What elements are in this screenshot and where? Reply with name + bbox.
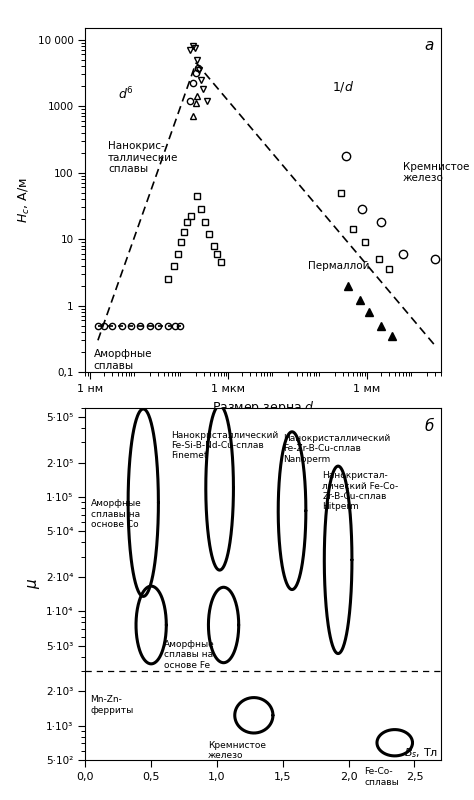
- Text: Mn-Zn-
ферриты: Mn-Zn- ферриты: [91, 695, 134, 714]
- Text: Нанокристал-
лический Fe-Co-
Zr-B-Cu-сплав
Hitperm: Нанокристал- лический Fe-Co- Zr-B-Cu-спл…: [322, 471, 399, 511]
- Text: Кремнистое
железо: Кремнистое железо: [208, 741, 266, 761]
- Text: Fe-Co-
сплавы: Fe-Co- сплавы: [365, 767, 399, 786]
- Text: Пермаллой: Пермаллой: [308, 261, 370, 270]
- Text: Нанокристаллический
Fe-Zr-B-Cu-сплав
Nanoperm: Нанокристаллический Fe-Zr-B-Cu-сплав Nan…: [283, 434, 390, 464]
- Text: Нанокрис-
таллические
сплавы: Нанокрис- таллические сплавы: [108, 141, 179, 174]
- Y-axis label: μ: μ: [26, 579, 41, 589]
- Text: 1/$d$: 1/$d$: [332, 78, 354, 94]
- X-axis label: Размер зерна $d$: Размер зерна $d$: [211, 399, 315, 416]
- Text: Нанокристаллический
Fe-Si-B-Nd-Cu-сплав
Finemet: Нанокристаллический Fe-Si-B-Nd-Cu-сплав …: [171, 430, 278, 461]
- Text: Аморфные
сплавы на
основе Co: Аморфные сплавы на основе Co: [91, 499, 141, 529]
- Text: Аморфные
сплавы: Аморфные сплавы: [93, 350, 152, 371]
- Text: Аморфные
сплавы на
основе Fe: Аморфные сплавы на основе Fe: [164, 640, 215, 670]
- Text: а: а: [424, 38, 434, 54]
- Y-axis label: $H_c$, А/м: $H_c$, А/м: [17, 178, 32, 222]
- Text: $B_s$, Тл: $B_s$, Тл: [404, 746, 438, 760]
- Text: б: б: [424, 418, 434, 434]
- Text: Кремнистое
железо: Кремнистое железо: [403, 162, 469, 183]
- Text: $d^6$: $d^6$: [118, 86, 134, 102]
